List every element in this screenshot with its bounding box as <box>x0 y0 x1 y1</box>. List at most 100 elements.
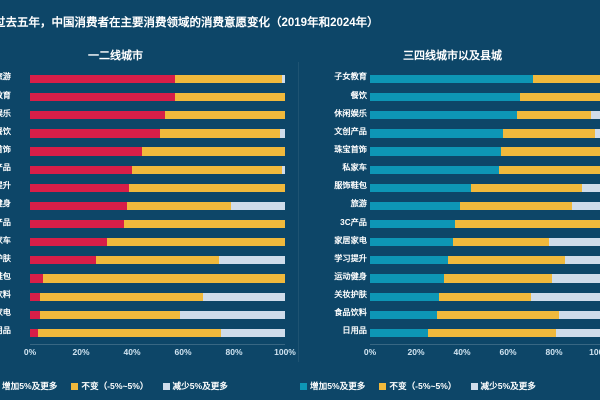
stacked-bar <box>30 183 285 192</box>
stacked-bar <box>370 220 600 229</box>
bar-segment-inc <box>370 93 520 102</box>
legend-swatch-same-right-icon <box>379 382 387 390</box>
bar-segment-same <box>126 201 232 211</box>
bar-segment-same <box>142 147 285 156</box>
bar-segment-same <box>175 74 283 84</box>
legend-label-increase-right: 增加5%及更多 <box>310 381 366 391</box>
stacked-bar <box>370 93 600 102</box>
panel-divider <box>298 62 299 362</box>
left-x-axis: 0% 20% 40% 60% 80% 100% <box>24 344 296 362</box>
bar-row-label: 餐饮 <box>350 90 367 100</box>
legend-swatch-increase-right-icon <box>300 382 307 390</box>
bar-segment-same <box>160 129 280 138</box>
axis-tick: 60% <box>174 347 192 357</box>
bar-row: 旅游 <box>0 70 285 88</box>
bar-segment-inc <box>30 111 166 120</box>
legend-swatch-decrease-icon <box>162 382 170 390</box>
bar-segment-dec <box>531 292 600 301</box>
right-panel-subtitle: 三四线城市以及县城 <box>403 50 502 62</box>
left-bar-rows: 旅游子女教育休闲娱乐餐饮珠宝首饰文创产品学习提升运动健身 3C产品私家车美妆护肤服… <box>0 70 285 342</box>
stacked-bar <box>30 74 285 84</box>
bar-segment-inc <box>370 201 460 211</box>
bar-segment-inc <box>370 256 449 265</box>
bar-segment-dec <box>282 74 285 84</box>
bar-segment-dec <box>565 256 600 265</box>
bar-segment-inc <box>370 310 437 319</box>
bar-row: 服饰鞋包 <box>0 269 285 287</box>
stacked-bar <box>30 201 285 211</box>
axis-tick: 20% <box>72 347 90 357</box>
bar-segment-inc <box>30 238 107 247</box>
bar-row: 餐饮 <box>351 88 600 106</box>
stacked-bar <box>30 328 285 337</box>
legend-label-decrease-right: 减少5%及更多 <box>480 381 536 391</box>
bar-segment-inc <box>370 238 453 247</box>
bar-row-label: 休闲娱乐 <box>0 108 11 118</box>
bar-row: 餐饮 <box>0 124 285 142</box>
bar-row: 日用品 <box>0 324 285 342</box>
bar-segment-inc <box>370 147 502 156</box>
bar-segment-inc <box>370 111 518 120</box>
bar-row: 文创产品 <box>0 161 285 179</box>
bar-row-label: 家居家电 <box>334 235 367 245</box>
bar-row-label: 日用品 <box>342 326 367 336</box>
left-plot-area: 旅游子女教育休闲娱乐餐饮珠宝首饰文创产品学习提升运动健身 3C产品私家车美妆护肤服… <box>0 70 296 357</box>
bar-row: 家居家电 <box>334 233 600 251</box>
bar-segment-same <box>40 292 204 301</box>
bar-row-label: 关妆护肤 <box>334 290 367 300</box>
right-chart-panel: 子女教育 餐饮 休闲娱乐 文创产品 珠宝首饰 私家车 服饰鞋包 旅游 3C产品 家居家电 学习提升运… <box>300 70 600 357</box>
bar-row-label: 珠宝首饰 <box>334 144 367 154</box>
bar-row-label: 学习提升 <box>0 181 11 191</box>
bar-segment-same <box>452 238 550 247</box>
bar-row: 学习提升 <box>334 251 600 269</box>
bar-row-label: 美妆护肤 <box>0 253 11 263</box>
legend-label-increase: 增加5%及更多 <box>2 381 58 391</box>
bar-segment-inc <box>30 74 176 84</box>
bar-row-label: 文创产品 <box>334 126 367 136</box>
bar-row: 食品饮料 <box>0 288 285 306</box>
legend-item-same: 不变（-5%~5%） <box>71 380 149 392</box>
bar-segment-inc <box>370 129 504 138</box>
legend-item-decrease: 减少5%及更多 <box>162 380 228 392</box>
bar-segment-same <box>96 256 219 265</box>
bar-segment-inc <box>370 183 472 192</box>
stacked-bar <box>30 165 285 174</box>
stacked-bar <box>370 147 600 156</box>
bar-segment-dec <box>180 310 285 319</box>
stacked-bar <box>370 256 600 265</box>
stacked-bar <box>30 292 285 301</box>
bar-row-label: 食品饮料 <box>0 290 11 300</box>
bar-segment-same <box>175 93 285 102</box>
bar-segment-same <box>448 256 566 265</box>
stacked-bar <box>370 310 600 319</box>
stacked-bar <box>30 129 285 138</box>
bar-segment-inc <box>370 165 499 174</box>
stacked-bar <box>370 292 600 301</box>
bar-segment-same <box>498 165 600 174</box>
stacked-bar <box>30 256 285 265</box>
bar-segment-dec <box>558 310 600 319</box>
axis-tick: 20% <box>407 347 425 357</box>
stacked-bar <box>370 74 600 84</box>
legend-label-decrease: 减少5%及更多 <box>172 381 228 391</box>
bar-segment-same <box>471 183 582 192</box>
bar-row-label: 旅游 <box>0 72 11 82</box>
bar-row-label: 服饰鞋包 <box>0 271 11 281</box>
bar-segment-dec <box>279 129 285 138</box>
bar-segment-same <box>129 183 285 192</box>
bar-row: 学习提升 <box>0 179 285 197</box>
stacked-bar <box>370 238 600 247</box>
bar-row-label: 私家车 <box>0 235 11 245</box>
legend-item-decrease-right: 减少5%及更多 <box>470 380 536 392</box>
bar-row: 子女教育 <box>334 70 600 88</box>
bar-row-label: 子女教育 <box>334 72 367 82</box>
bar-segment-dec <box>549 238 600 247</box>
axis-tick: 80% <box>545 347 563 357</box>
bar-row-label: 文创产品 <box>0 163 11 173</box>
right-axis-line <box>370 344 600 345</box>
axis-tick: 100% <box>589 347 600 357</box>
legend-item-increase-right: 增加5%及更多 <box>300 380 365 392</box>
bar-segment-inc <box>30 93 176 102</box>
bar-segment-inc <box>370 274 444 283</box>
